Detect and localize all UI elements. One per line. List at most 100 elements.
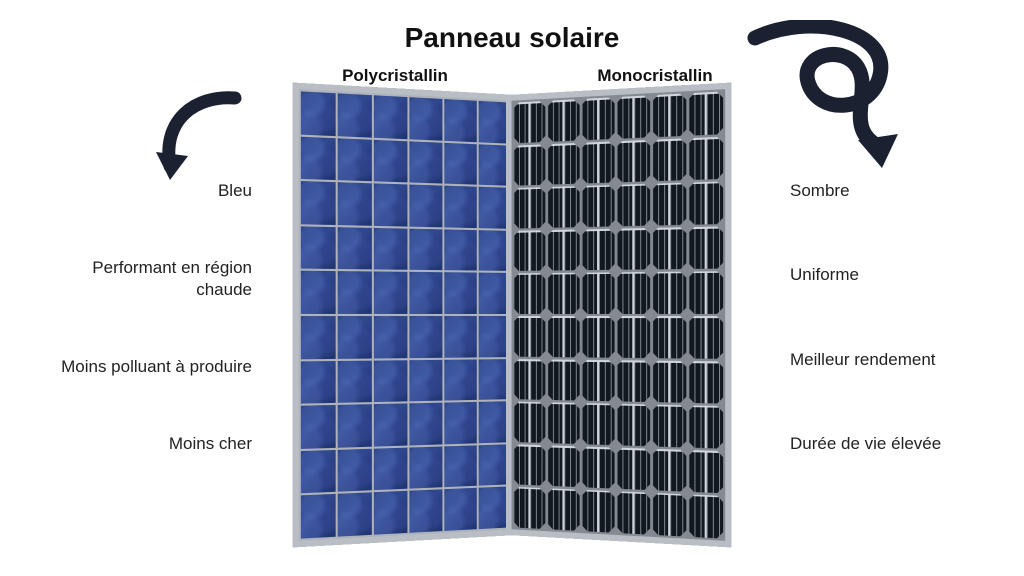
mono-cell [547, 99, 579, 142]
poly-cell [409, 446, 442, 489]
mono-cell [617, 316, 651, 358]
poly-cell [444, 229, 476, 271]
mono-cell [688, 494, 723, 538]
poly-cell [338, 449, 372, 493]
poly-cell [374, 272, 408, 314]
mono-cell [652, 404, 686, 447]
mono-cell [547, 273, 579, 314]
poly-cell [301, 316, 336, 359]
poly-cell [409, 97, 442, 140]
feature-item: Meilleur rendement [790, 349, 936, 371]
poly-cell [374, 184, 408, 227]
poly-cell [409, 490, 442, 533]
mono-cell [547, 142, 579, 184]
feature-item: Moins cher [169, 433, 252, 455]
poly-cell [338, 404, 372, 447]
poly-cell [409, 316, 442, 358]
mono-cell [547, 316, 579, 357]
mono-cell [688, 226, 723, 269]
mono-cell [513, 273, 545, 314]
mono-cell [547, 186, 579, 228]
mono-cell [513, 359, 545, 400]
poly-cell [374, 228, 408, 270]
mono-cell [617, 95, 651, 139]
poly-cell [338, 138, 372, 182]
mono-cell [652, 93, 686, 137]
poly-cell [338, 493, 372, 537]
poly-cell [374, 447, 408, 490]
poly-cell [444, 273, 476, 314]
poly-cell [409, 228, 442, 270]
mono-cell [547, 359, 579, 401]
feature-item: Uniforme [790, 264, 859, 286]
feature-item: Moins polluant à produire [61, 356, 252, 378]
subtitle-poly: Polycristallin [295, 66, 495, 86]
mono-cell [582, 185, 615, 227]
features-poly: Bleu Performant en région chaude Moins p… [42, 180, 252, 455]
mono-cell [652, 182, 686, 225]
poly-cell [338, 182, 372, 225]
feature-item: Bleu [218, 180, 252, 202]
poly-cell [301, 450, 336, 494]
curved-arrow-left-icon [140, 90, 260, 190]
poly-cell [338, 93, 372, 137]
mono-cell [652, 493, 686, 537]
mono-cell [688, 91, 723, 135]
mono-cell [617, 228, 651, 270]
mono-cell [652, 138, 686, 182]
panels-container [288, 95, 736, 550]
poly-cell [444, 359, 476, 401]
mono-cell [617, 404, 651, 447]
mono-cell [513, 401, 545, 443]
poly-cell [409, 185, 442, 227]
mono-cell [617, 447, 651, 490]
poly-cell [374, 360, 408, 402]
mono-cell [617, 360, 651, 402]
mono-cell [617, 139, 651, 182]
poly-cell [301, 226, 336, 269]
mono-cell [513, 444, 545, 486]
poly-cell [374, 95, 408, 139]
panel-mono [506, 82, 731, 547]
mono-cell [582, 490, 615, 533]
poly-cell [338, 227, 372, 270]
mono-cell [547, 488, 579, 531]
feature-item: Sombre [790, 180, 850, 202]
mono-cell [617, 272, 651, 314]
mono-cell [688, 271, 723, 314]
poly-cell [338, 360, 372, 403]
poly-cell [301, 361, 336, 404]
poly-cell [301, 91, 336, 135]
mono-cell [513, 144, 545, 186]
panel-poly [293, 82, 518, 547]
mono-cell [688, 361, 723, 404]
mono-cell [513, 316, 545, 357]
poly-cell [301, 271, 336, 314]
mono-cell [652, 360, 686, 403]
mono-cell [582, 359, 615, 401]
feature-item: Durée de vie élevée [790, 433, 941, 455]
mono-cell [547, 402, 579, 444]
poly-cell [409, 272, 442, 314]
mono-cell [652, 271, 686, 313]
mono-cell [652, 316, 686, 358]
mono-cell [547, 229, 579, 271]
poly-cell [444, 488, 476, 531]
mono-cell [582, 228, 615, 270]
mono-cell [582, 316, 615, 358]
mono-cell [582, 97, 615, 140]
mono-cell [688, 405, 723, 449]
poly-cell [374, 316, 408, 358]
poly-cell [409, 359, 442, 401]
spiral-arrow-right-icon [740, 20, 920, 180]
poly-cell [374, 139, 408, 182]
poly-cell [444, 445, 476, 487]
poly-cell [374, 404, 408, 447]
poly-cell [444, 99, 476, 142]
poly-cell [301, 494, 336, 538]
poly-cell [444, 316, 476, 357]
mono-cell [513, 230, 545, 271]
feature-item: Performant en région chaude [42, 257, 252, 301]
poly-cell [409, 141, 442, 184]
mono-cell [652, 449, 686, 493]
